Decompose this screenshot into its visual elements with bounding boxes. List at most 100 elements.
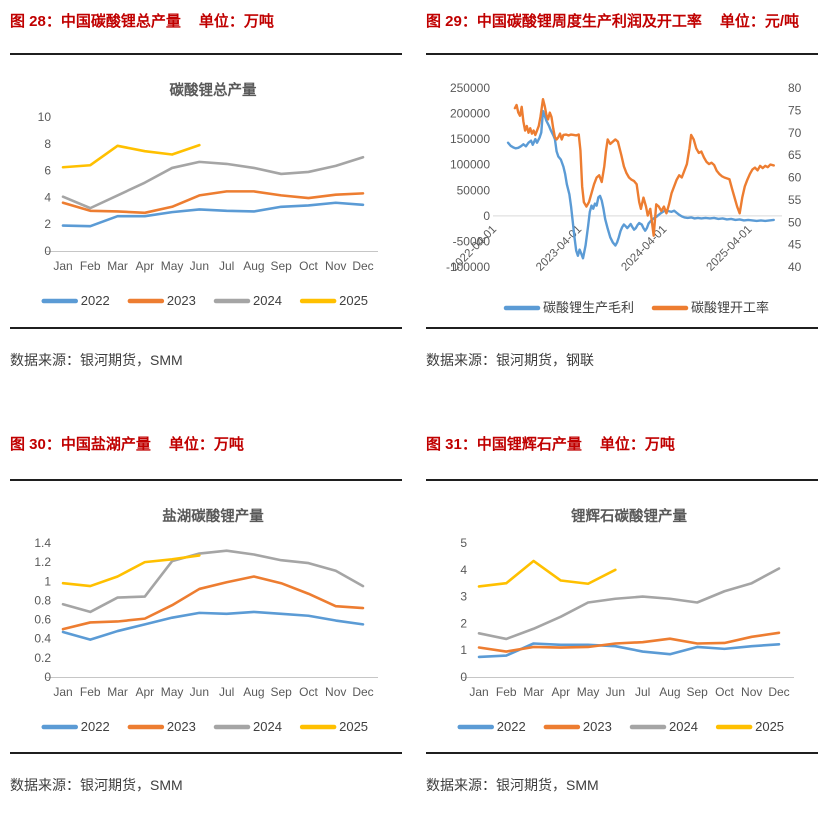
left-axis-label: 50000 [457,183,491,197]
y-tick-label: 0.4 [34,632,51,646]
y-tick-label: 1.2 [34,555,51,569]
legend-label-2024: 2024 [669,719,698,734]
right-axis-label: 75 [788,103,802,117]
y-tick-label: 5 [460,536,467,550]
figure-30-source: 数据来源：银河期货，SMM [10,777,183,793]
figure-30-title: 图 30：中国盐湖产量 [10,436,151,453]
x-tick-label: Dec [768,685,789,699]
divider-line [10,752,402,754]
x-tick-label: Dec [352,259,373,273]
figure-29-source: 数据来源：银河期货，钢联 [426,352,594,368]
x-tick-label: Jul [635,685,650,699]
x-tick-label: Feb [80,259,101,273]
x-tick-label: Oct [299,259,318,273]
series-line-2024 [61,549,365,614]
fig29-chart: -100000 -50000 0 50000 100000 150000 200000 250… [426,58,818,320]
x-tick-label: Sep [687,685,709,699]
series-line-2024 [477,567,781,641]
y-tick-label: 0.6 [34,613,51,627]
y-tick-label: 0 [460,670,467,684]
series-line-2023 [61,575,365,631]
x-tick-label: Aug [243,685,264,699]
x-tick-label: Jan [53,685,72,699]
x-tick-label: Apr [551,685,570,699]
left-axis-label: 100000 [450,158,490,172]
right-axis-label: 40 [788,260,802,274]
x-tick-label: Oct [715,685,734,699]
legend-label-2024: 2024 [253,293,282,308]
fig30-plot: 盐湖碳酸锂产量 0 0.2 0.4 0.6 0.8 1 1.2 1.4 Jan Feb Mar Apr M… [34,507,378,734]
divider-line [10,327,402,329]
svg-text:2025-04-01: 2025-04-01 [704,223,754,273]
figure-29-heading: 图 29：中国碳酸锂周度生产利润及开工率 单位：元/吨 [426,12,818,32]
figure-31-source: 数据来源：银河期货，SMM [426,777,599,793]
x-tick-label: Jun [606,685,625,699]
series-line-2025 [61,554,201,588]
x-tick-label: Feb [496,685,517,699]
legend-label-2022: 2022 [497,719,526,734]
left-axis-label: -50000 [453,234,491,248]
figure-28-unit-label: 单位：万吨 [198,13,274,30]
right-axis-label: 60 [788,171,802,185]
chart-title: 锂辉石碳酸锂产量 [571,507,687,525]
legend-label-2022: 2022 [81,719,110,734]
y-tick-label: 0 [44,244,51,258]
divider-line [10,53,402,55]
y-tick-label: 0 [44,670,51,684]
x-tick-label: Mar [107,685,128,699]
figure-30-heading: 图 30：中国盐湖产量 单位：万吨 [10,435,402,455]
divider-line [426,479,818,481]
figure-30-unit-label: 单位：万吨 [168,436,244,453]
x-tick-label: Sep [271,685,293,699]
right-axis-label: 80 [788,81,802,95]
series-line-碳酸锂开工率 [513,97,775,237]
figure-31-title: 图 31：中国锂辉石产量 [426,436,582,453]
x-tick-label: Jan [53,259,72,273]
figure-31-heading: 图 31：中国锂辉石产量 单位：万吨 [426,435,818,455]
x-date-label: 2025-04-01 [704,223,754,273]
figure-31-panel: 图 31：中国锂辉石产量 单位：万吨 锂辉石碳酸锂产量 0 1 2 3 4 5 Jan Feb Ma… [416,408,832,816]
x-tick-label: Jan [469,685,488,699]
y-tick-label: 6 [44,164,51,178]
legend-label-2023: 2023 [167,293,196,308]
left-axis-label: -100000 [446,260,490,274]
x-tick-label: Jul [219,685,234,699]
x-tick-label: May [577,685,600,699]
right-axis-label: 45 [788,238,802,252]
figure-30-panel: 图 30：中国盐湖产量 单位：万吨 盐湖碳酸锂产量 0 0.2 0.4 0.6 0.8 1 1.… [0,408,416,816]
x-tick-label: Nov [741,685,762,699]
series-line-2025 [477,559,617,588]
x-tick-label: Feb [80,685,101,699]
figure-28-heading: 图 28：中国碳酸锂总产量 单位：万吨 [10,12,402,32]
x-tick-label: Aug [659,685,680,699]
x-tick-label: Aug [243,259,264,273]
y-tick-label: 2 [44,217,51,231]
legend-label-2023: 2023 [167,719,196,734]
series-line-2022 [61,610,365,641]
x-tick-label: Apr [135,259,154,273]
y-tick-label: 0.8 [34,593,51,607]
fig31-plot: 锂辉石碳酸锂产量 0 1 2 3 4 5 Jan Feb Mar Apr May Jun Jul Aug Se… [457,507,794,734]
fig30-chart: 盐湖碳酸锂产量 0 0.2 0.4 0.6 0.8 1 1.2 1.4 Jan Feb Mar Apr M… [10,484,402,746]
right-axis-label: 70 [788,126,802,140]
legend-label-碳酸锂开工率: 碳酸锂开工率 [691,300,769,315]
y-tick-label: 2 [460,616,467,630]
legend-label-2025: 2025 [339,719,368,734]
left-axis-label: 200000 [450,107,490,121]
x-tick-label: Nov [325,259,346,273]
figure-28-title: 图 28：中国碳酸锂总产量 [10,13,181,30]
divider-line [10,479,402,481]
legend-label-2024: 2024 [253,719,282,734]
chart-title: 碳酸锂总产量 [170,81,257,99]
divider-line [426,53,818,55]
chart-title: 盐湖碳酸锂产量 [162,507,264,525]
y-tick-label: 0.2 [34,651,51,665]
series-line-2023 [61,190,365,215]
x-tick-label: Sep [271,259,293,273]
x-tick-label: May [161,685,184,699]
x-tick-label: Jun [190,685,209,699]
figure-28-panel: 图 28：中国碳酸锂总产量 单位：万吨 碳酸锂总产量 0 2 4 6 8 10 Jan Feb Ma… [0,0,416,408]
y-tick-label: 4 [460,563,467,577]
x-tick-label: Mar [107,259,128,273]
fig28-chart: 碳酸锂总产量 0 2 4 6 8 10 Jan Feb Mar Apr May Jun Jul Aug Sep… [10,58,402,320]
